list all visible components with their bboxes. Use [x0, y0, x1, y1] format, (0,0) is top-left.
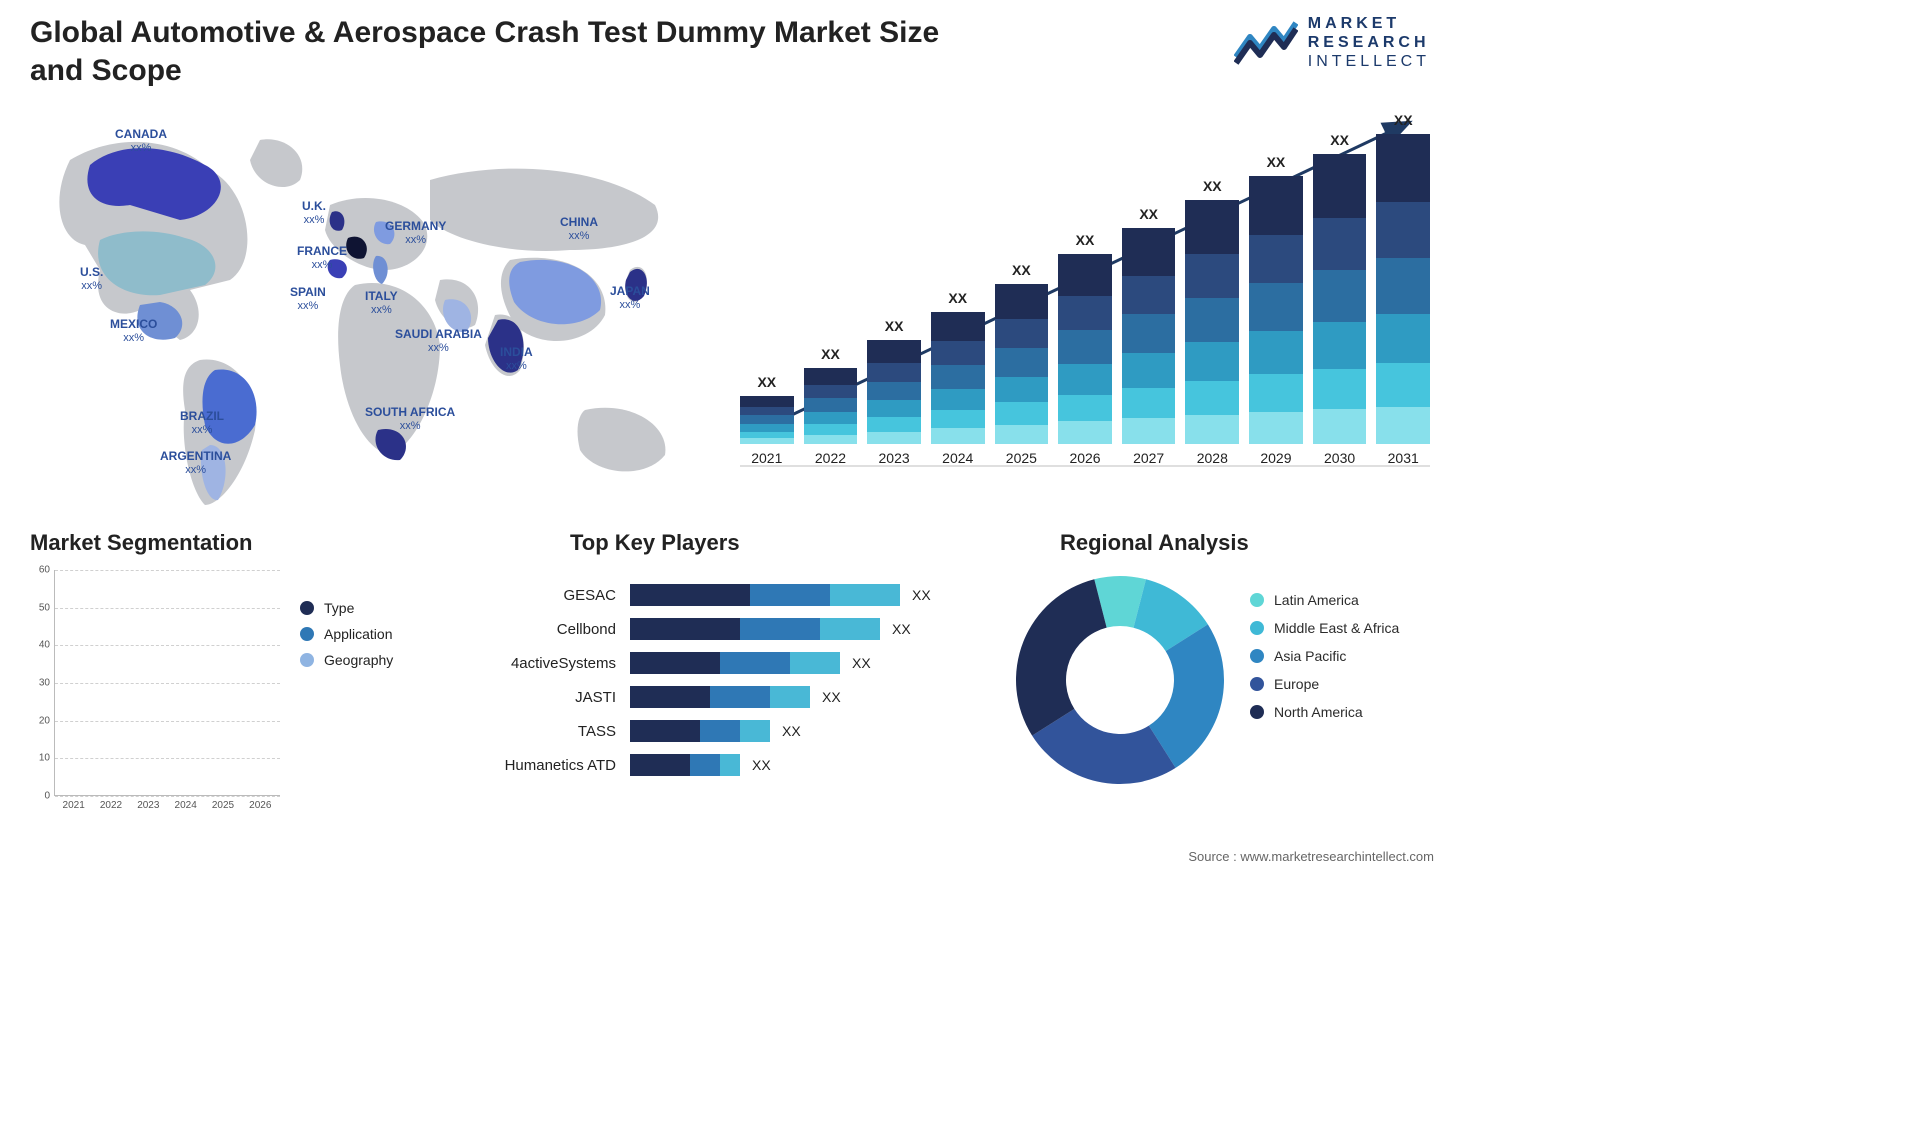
growth-bar-year: 2027: [1133, 450, 1164, 466]
regional-donut: [1010, 570, 1230, 790]
map-label: U.S.xx%: [80, 266, 103, 292]
map-label: ARGENTINAxx%: [160, 450, 231, 476]
seg-year-label: 2024: [170, 800, 201, 824]
reg-legend-item: North America: [1250, 704, 1399, 720]
growth-bar-year: 2024: [942, 450, 973, 466]
growth-bar-year: 2025: [1006, 450, 1037, 466]
growth-bar-value: XX: [1330, 132, 1349, 148]
seg-year-label: 2022: [95, 800, 126, 824]
map-label: U.K.xx%: [302, 200, 326, 226]
growth-bar-value: XX: [1076, 232, 1095, 248]
regional-legend: Latin America Middle East & Africa Asia Pa…: [1250, 580, 1399, 732]
growth-bar-year: 2026: [1069, 450, 1100, 466]
tkp-name: GESAC: [470, 587, 630, 604]
page-title: Global Automotive & Aerospace Crash Test…: [30, 14, 990, 91]
growth-bar-year: 2023: [879, 450, 910, 466]
growth-bar-year: 2022: [815, 450, 846, 466]
tkp-value: XX: [822, 689, 841, 705]
growth-bar: XX 2031: [1376, 112, 1430, 466]
seg-year-label: 2025: [207, 800, 238, 824]
growth-bar-value: XX: [885, 318, 904, 334]
segmentation-legend: Type Application Geography: [300, 590, 393, 678]
header: Global Automotive & Aerospace Crash Test…: [30, 14, 1430, 91]
growth-bar-value: XX: [821, 346, 840, 362]
tkp-name: Humanetics ATD: [470, 757, 630, 774]
tkp-name: TASS: [470, 723, 630, 740]
seg-year-label: 2021: [58, 800, 89, 824]
segmentation-title: Market Segmentation: [30, 530, 253, 556]
growth-bar-year: 2031: [1388, 450, 1419, 466]
regional-title: Regional Analysis: [1060, 530, 1249, 556]
tkp-name: JASTI: [470, 689, 630, 706]
tkp-row: JASTI XX: [470, 683, 990, 711]
reg-legend-item: Asia Pacific: [1250, 648, 1399, 664]
donut-slice: [1016, 579, 1107, 735]
growth-bar-year: 2028: [1197, 450, 1228, 466]
tkp-value: XX: [852, 655, 871, 671]
growth-bar-value: XX: [1394, 112, 1413, 128]
tkp-value: XX: [752, 757, 771, 773]
map-label: BRAZILxx%: [180, 410, 224, 436]
tkp-row: Cellbond XX: [470, 615, 990, 643]
tkp-value: XX: [912, 587, 931, 603]
growth-bar: XX 2024: [931, 290, 985, 466]
brand-logo: MARKET RESEARCH INTELLECT: [1234, 14, 1430, 72]
tkp-name: 4activeSystems: [470, 655, 630, 672]
top-players-title: Top Key Players: [570, 530, 740, 556]
map-label: MEXICOxx%: [110, 318, 157, 344]
map-label: SPAINxx%: [290, 286, 326, 312]
map-label: CANADAxx%: [115, 128, 167, 154]
growth-bar-value: XX: [1139, 206, 1158, 222]
growth-bar-value: XX: [948, 290, 967, 306]
growth-bar: XX 2022: [804, 346, 858, 466]
seg-legend-item: Type: [300, 600, 393, 616]
map-label: INDIAxx%: [500, 346, 533, 372]
map-label: SOUTH AFRICAxx%: [365, 406, 455, 432]
growth-bar-value: XX: [1012, 262, 1031, 278]
growth-bar: XX 2025: [995, 262, 1049, 466]
growth-bar-value: XX: [1203, 178, 1222, 194]
reg-legend-item: Europe: [1250, 676, 1399, 692]
top-players-chart: GESAC XX Cellbond XX 4activeSystems XX JASTI XX…: [470, 575, 990, 785]
map-label: CHINAxx%: [560, 216, 598, 242]
tkp-row: GESAC XX: [470, 581, 990, 609]
logo-line2: RESEARCH: [1308, 33, 1430, 52]
logo-line3: INTELLECT: [1308, 52, 1430, 71]
growth-bar: XX 2023: [867, 318, 921, 466]
growth-bar-year: 2030: [1324, 450, 1355, 466]
map-label: FRANCExx%: [297, 245, 347, 271]
tkp-row: TASS XX: [470, 717, 990, 745]
growth-bar-value: XX: [757, 374, 776, 390]
growth-bar: XX 2026: [1058, 232, 1112, 466]
growth-bar-value: XX: [1267, 154, 1286, 170]
source-attribution: Source : www.marketresearchintellect.com: [1188, 849, 1434, 864]
logo-mark-icon: [1234, 17, 1298, 69]
growth-bar: XX 2029: [1249, 154, 1303, 466]
world-map: CANADAxx% U.S.xx% MEXICOxx% BRAZILxx% ARGENT…: [30, 110, 710, 510]
seg-year-label: 2026: [245, 800, 276, 824]
tkp-value: XX: [782, 723, 801, 739]
reg-legend-item: Latin America: [1250, 592, 1399, 608]
tkp-name: Cellbond: [470, 621, 630, 638]
growth-bar-year: 2029: [1260, 450, 1291, 466]
map-label: JAPANxx%: [610, 285, 650, 311]
growth-bar: XX 2030: [1313, 132, 1367, 466]
seg-legend-item: Geography: [300, 652, 393, 668]
map-label: SAUDI ARABIAxx%: [395, 328, 482, 354]
seg-legend-item: Application: [300, 626, 393, 642]
seg-year-label: 2023: [133, 800, 164, 824]
map-label: GERMANYxx%: [385, 220, 446, 246]
map-label: ITALYxx%: [365, 290, 398, 316]
tkp-value: XX: [892, 621, 911, 637]
tkp-row: Humanetics ATD XX: [470, 751, 990, 779]
reg-legend-item: Middle East & Africa: [1250, 620, 1399, 636]
growth-bar: XX 2021: [740, 374, 794, 466]
tkp-row: 4activeSystems XX: [470, 649, 990, 677]
growth-bar: XX 2027: [1122, 206, 1176, 466]
segmentation-chart: 0102030405060 202120222023202420252026: [30, 570, 280, 820]
logo-line1: MARKET: [1308, 14, 1430, 33]
growth-bar: XX 2028: [1185, 178, 1239, 466]
growth-bar-year: 2021: [751, 450, 782, 466]
growth-chart: XX 2021 XX 2022 XX 2023 XX 2024 XX 2025 XX 2026 XX 20…: [740, 110, 1430, 490]
